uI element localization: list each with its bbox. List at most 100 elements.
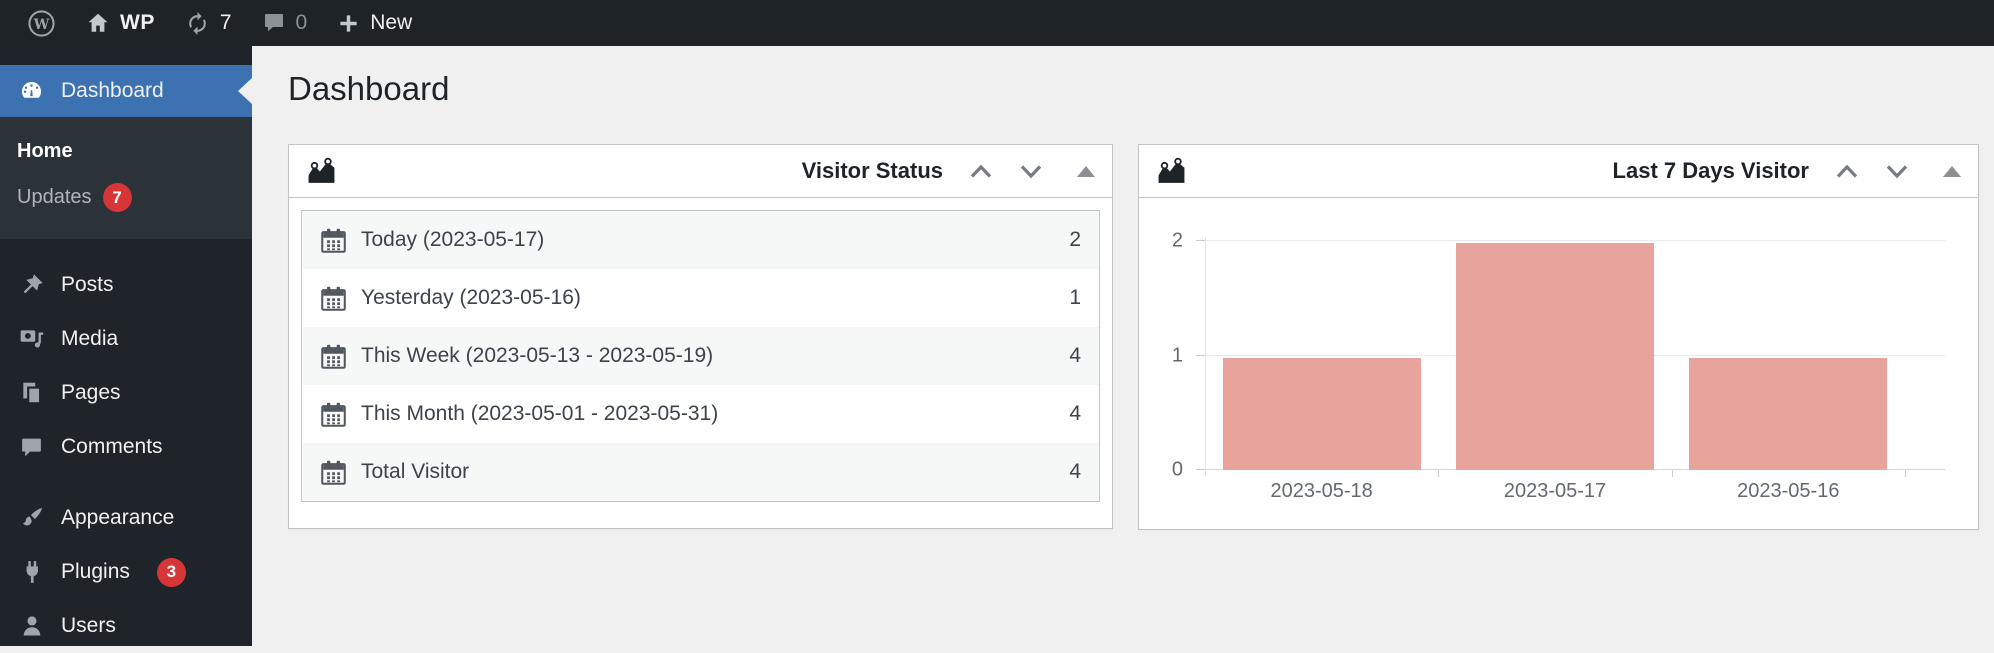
visitor-status-widget: Visitor Status (288, 144, 1113, 529)
y-axis-tick-label: 0 (1171, 458, 1183, 481)
chevron-up-icon (1836, 164, 1858, 178)
y-axis-line (1205, 237, 1206, 476)
sidebar-item-label: Pages (61, 381, 121, 404)
bar-category (1205, 241, 1440, 477)
dashboard-gauge-icon (18, 78, 45, 105)
move-down-button[interactable] (1019, 164, 1043, 179)
collapse-toggle-button[interactable] (1943, 165, 1961, 177)
table-row: Total Visitor 4 (302, 443, 1099, 501)
move-down-button[interactable] (1885, 164, 1909, 179)
row-label: Today (2023-05-17) (361, 228, 545, 251)
plugins-badge: 3 (156, 557, 186, 587)
row-label: This Month (2023-05-01 - 2023-05-31) (361, 402, 719, 425)
row-label: Yesterday (2023-05-16) (361, 286, 581, 309)
bar-chart: 0 1 2 2023-05-18 2023-05-17 2023-05-16 (1139, 198, 1978, 529)
row-label: This Week (2023-05-13 - 2023-05-19) (361, 344, 714, 367)
submenu-item-home[interactable]: Home (0, 130, 252, 173)
media-icon (18, 326, 45, 353)
submenu-item-label: Updates (17, 186, 92, 208)
dashboard-widgets: Visitor Status (288, 144, 1994, 530)
user-icon (18, 613, 45, 640)
collapse-toggle-button[interactable] (1077, 165, 1095, 177)
wp-logo-menu[interactable]: W (12, 0, 71, 46)
triangle-up-icon (1943, 165, 1961, 177)
sidebar-item-label: Comments (61, 435, 163, 458)
calendar-icon (320, 459, 347, 486)
move-up-button[interactable] (969, 164, 993, 179)
svg-text:W: W (33, 16, 50, 32)
x-axis-tick-label: 2023-05-16 (1737, 480, 1840, 502)
sidebar-item-label: Appearance (61, 506, 175, 529)
sidebar-item-media[interactable]: Media (0, 312, 252, 366)
home-icon (86, 11, 110, 35)
plug-icon (18, 559, 45, 586)
sidebar-item-dashboard[interactable]: Dashboard (0, 65, 252, 117)
sidebar-item-comments[interactable]: Comments (0, 420, 252, 474)
y-axis-tick (1196, 240, 1205, 241)
main-content: Dashboard Visitor Status (252, 46, 1994, 646)
comments-menu[interactable]: 0 (247, 0, 323, 46)
wordpress-logo-icon: W (27, 9, 56, 38)
dashboard-submenu: Home Updates 7 (0, 117, 252, 239)
sidebar-item-label: Dashboard (61, 79, 164, 102)
y-axis-tick (1196, 469, 1205, 470)
chevron-up-icon (970, 164, 992, 178)
widget-title: Visitor Status (801, 158, 943, 183)
bar (1222, 357, 1421, 470)
visitor-status-table: Today (2023-05-17) 2 Yesterday (2023-05-… (301, 210, 1100, 502)
table-row: This Month (2023-05-01 - 2023-05-31) 4 (302, 385, 1099, 443)
admin-sidebar: Dashboard Home Updates 7 Posts Media (0, 46, 252, 646)
sidebar-item-appearance[interactable]: Appearance (0, 491, 252, 545)
sidebar-item-posts[interactable]: Posts (0, 258, 252, 312)
sidebar-item-pages[interactable]: Pages (0, 366, 252, 420)
chevron-down-icon (1020, 164, 1042, 178)
sidebar-item-label: Posts (61, 273, 114, 296)
table-row: Yesterday (2023-05-16) 1 (302, 269, 1099, 327)
new-content-menu[interactable]: New (322, 0, 427, 46)
area-chart-icon (1156, 157, 1187, 185)
bar (1689, 357, 1888, 470)
sidebar-item-label: Media (61, 327, 119, 350)
plus-icon (337, 12, 360, 35)
visitor-status-header[interactable]: Visitor Status (289, 145, 1112, 198)
bar (1455, 243, 1655, 470)
y-axis: 0 1 2 (1139, 230, 1195, 481)
update-icon (185, 11, 210, 36)
visitor-status-body: Today (2023-05-17) 2 Yesterday (2023-05-… (289, 198, 1112, 528)
calendar-icon (320, 401, 347, 428)
submenu-item-label: Home (17, 140, 73, 162)
comments-count: 0 (295, 11, 308, 34)
table-row: This Week (2023-05-13 - 2023-05-19) 4 (302, 327, 1099, 385)
bars-row (1205, 241, 1907, 477)
updates-count: 7 (219, 11, 232, 34)
x-axis-tick-label: 2023-05-17 (1503, 480, 1607, 502)
site-menu[interactable]: WP (71, 0, 170, 46)
table-row: Today (2023-05-17) 2 (302, 211, 1099, 269)
sidebar-item-users[interactable]: Users (0, 599, 252, 653)
move-up-button[interactable] (1835, 164, 1859, 179)
calendar-icon (320, 285, 347, 312)
sidebar-item-plugins[interactable]: Plugins 3 (0, 545, 252, 599)
bar-category (1438, 241, 1673, 477)
row-value: 4 (1069, 344, 1081, 367)
calendar-icon (320, 227, 347, 254)
y-axis-tick-label: 2 (1171, 229, 1183, 252)
y-axis-tick-label: 1 (1171, 344, 1183, 366)
x-axis-tick-label: 2023-05-18 (1270, 480, 1373, 502)
paintbrush-icon (18, 505, 45, 532)
sidebar-item-label: Users (61, 614, 116, 637)
last-7-days-header[interactable]: Last 7 Days Visitor (1139, 145, 1978, 198)
widget-title: Last 7 Days Visitor (1612, 158, 1809, 183)
y-axis-tick (1196, 354, 1205, 356)
row-value: 4 (1069, 460, 1081, 483)
row-value: 4 (1069, 402, 1081, 425)
menu-group-content: Posts Media Pages Comments (0, 258, 252, 474)
row-label: Total Visitor (361, 460, 470, 483)
updates-menu[interactable]: 7 (170, 0, 247, 46)
menu-group-admin: Appearance Plugins 3 Users (0, 491, 252, 653)
submenu-item-updates[interactable]: Updates 7 (0, 173, 252, 222)
x-axis: 2023-05-18 2023-05-17 2023-05-16 (1205, 480, 1905, 503)
bar-category (1672, 241, 1907, 477)
sidebar-item-label: Plugins (61, 560, 130, 583)
